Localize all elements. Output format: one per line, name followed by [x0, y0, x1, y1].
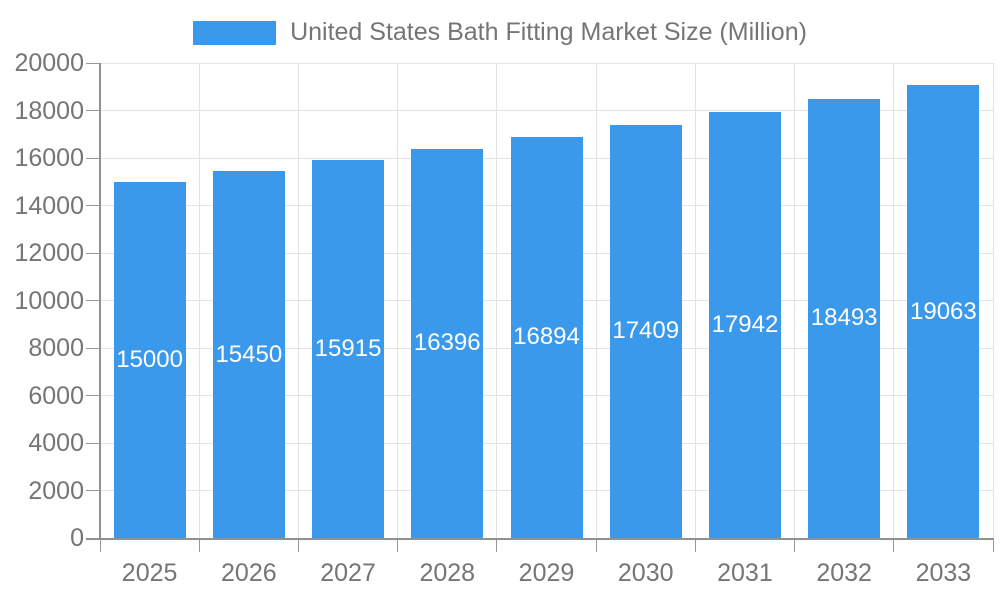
y-axis-tick-label: 4000 — [28, 429, 84, 457]
x-axis-tick-label: 2033 — [915, 559, 972, 587]
y-axis-tick-label: 18000 — [14, 96, 84, 125]
gridline-v — [893, 63, 895, 538]
y-axis-tick-label: 2000 — [28, 476, 84, 505]
bar-value-label: 17409 — [612, 317, 680, 345]
gridline-v — [595, 63, 597, 538]
y-axis-tick — [86, 300, 100, 301]
x-axis-tick-label: 2026 — [221, 559, 277, 587]
x-axis-tick — [893, 538, 895, 552]
x-axis-tick — [794, 538, 796, 552]
x-axis-tick — [297, 538, 299, 552]
gridline-v — [992, 63, 994, 538]
bar-value-label: 15915 — [314, 335, 382, 362]
gridline-v — [198, 63, 200, 538]
bar-value-label: 19063 — [910, 297, 977, 325]
x-axis-line — [86, 538, 993, 540]
y-axis-tick — [86, 62, 100, 64]
x-axis-tick — [694, 538, 696, 552]
legend-label: United States Bath Fitting Market Size (… — [290, 18, 807, 46]
bar-value-label: 16396 — [413, 329, 481, 357]
y-axis-tick-label: 20000 — [14, 49, 84, 77]
bar — [609, 124, 682, 538]
y-axis-tick — [86, 442, 100, 444]
legend[interactable]: United States Bath Fitting Market Size (… — [0, 18, 1000, 46]
bar — [212, 171, 285, 538]
bar — [708, 111, 781, 538]
bar — [808, 98, 881, 538]
x-axis-tick — [992, 538, 994, 552]
bar-value-label: 15450 — [215, 340, 283, 368]
bar — [907, 85, 980, 538]
bar — [312, 160, 385, 538]
y-axis-tick — [86, 347, 100, 349]
y-axis-tick — [86, 110, 100, 111]
x-axis-tick-label: 2031 — [717, 559, 773, 587]
gridline-v — [397, 63, 399, 538]
gridline-v — [297, 63, 299, 538]
x-axis-tick-label: 2028 — [419, 559, 476, 587]
x-axis-tick — [99, 538, 101, 552]
x-axis-tick-label: 2032 — [816, 559, 872, 587]
x-axis-tick — [198, 538, 200, 552]
x-axis-tick-label: 2030 — [617, 559, 674, 587]
y-axis-tick — [86, 490, 100, 491]
x-axis-tick-label: 2025 — [121, 559, 178, 587]
bar-value-label: 16894 — [513, 323, 580, 351]
gridline-v — [496, 63, 498, 538]
gridline-v — [794, 63, 796, 538]
x-axis-tick — [496, 538, 498, 552]
x-axis-tick — [595, 538, 597, 552]
bar-value-label: 15000 — [116, 345, 183, 373]
bar-value-label: 18493 — [810, 304, 878, 332]
bar — [510, 136, 583, 538]
y-axis-tick — [86, 252, 100, 254]
y-axis-tick-label: 8000 — [28, 334, 84, 362]
y-axis-line — [99, 63, 101, 540]
bar — [411, 148, 484, 538]
x-axis-tick-label: 2027 — [320, 559, 376, 587]
y-axis-tick — [86, 157, 100, 159]
y-axis-tick-label: 14000 — [14, 191, 84, 220]
bar — [113, 181, 186, 538]
gridline-h — [100, 62, 993, 64]
y-axis-tick — [86, 395, 100, 396]
y-axis-tick-label: 12000 — [14, 239, 84, 267]
x-axis-tick-label: 2029 — [518, 559, 575, 587]
y-axis-tick-label: 0 — [70, 524, 84, 552]
legend-swatch — [193, 20, 277, 45]
bar-value-label: 17942 — [711, 310, 779, 338]
y-axis-tick — [86, 205, 100, 206]
y-axis-tick-label: 10000 — [14, 286, 84, 315]
y-axis-tick-label: 16000 — [14, 144, 84, 172]
gridline-v — [694, 63, 696, 538]
y-axis-tick-label: 6000 — [28, 381, 84, 410]
gridline-h — [100, 110, 993, 111]
x-axis-tick — [397, 538, 399, 552]
